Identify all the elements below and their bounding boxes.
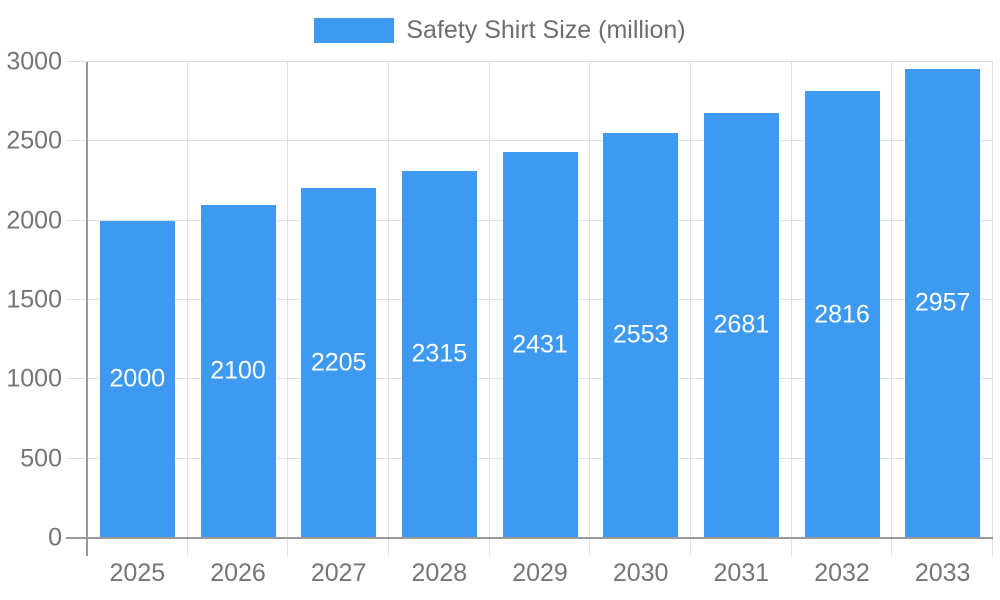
- y-axis-line: [86, 62, 88, 556]
- x-axis-tick-label: 2031: [713, 559, 770, 587]
- legend: Safety Shirt Size (million): [0, 16, 1000, 45]
- y-axis-tick-label: 500: [20, 444, 62, 473]
- bar[interactable]: 2315: [401, 170, 477, 538]
- bar[interactable]: 2553: [603, 132, 679, 538]
- x-gridline: [589, 62, 590, 556]
- legend-swatch: [314, 18, 395, 44]
- bar[interactable]: 2431: [502, 152, 578, 538]
- y-gridline: [66, 61, 993, 62]
- x-axis-tick-label: 2032: [814, 559, 870, 587]
- x-gridline: [992, 62, 993, 556]
- bar[interactable]: 2957: [905, 68, 981, 538]
- plot-area: 2000 2100 2205 2315 2431 2553 2681 2816 2957: [66, 61, 993, 556]
- x-axis-tick-label: 2025: [109, 559, 166, 587]
- bar[interactable]: 2000: [99, 220, 175, 538]
- bar-value-label: 2816: [814, 300, 870, 329]
- legend-item[interactable]: Safety Shirt Size (million): [314, 16, 686, 45]
- x-gridline: [187, 62, 188, 556]
- x-gridline: [791, 62, 792, 556]
- bar-value-label: 2553: [612, 320, 669, 349]
- y-axis-tick-label: 2000: [6, 206, 62, 235]
- x-axis-tick-label: 2033: [914, 559, 971, 587]
- bar[interactable]: 2205: [301, 188, 377, 538]
- x-axis-tick-label: 2026: [210, 559, 266, 587]
- bar-value-label: 2957: [914, 288, 971, 317]
- x-axis-line: [66, 537, 993, 539]
- bar-value-label: 2315: [411, 339, 468, 368]
- x-axis-tick-label: 2029: [512, 559, 568, 587]
- y-axis-tick-label: 0: [48, 523, 62, 552]
- x-gridline: [287, 62, 288, 556]
- x-gridline: [489, 62, 490, 556]
- y-gridline: [66, 140, 993, 142]
- y-axis-tick-label: 1000: [6, 364, 62, 393]
- bar-value-label: 2205: [310, 348, 367, 377]
- bar-value-label: 2100: [210, 356, 266, 385]
- x-gridline: [690, 62, 691, 556]
- legend-label: Safety Shirt Size (million): [406, 16, 686, 44]
- x-axis-tick-label: 2030: [612, 559, 669, 587]
- bar-value-label: 2431: [512, 330, 568, 359]
- x-gridline: [388, 62, 389, 556]
- y-axis-tick-label: 3000: [6, 47, 62, 76]
- x-axis-tick-label: 2028: [411, 559, 468, 587]
- x-axis-tick-label: 2027: [310, 559, 367, 587]
- y-axis-tick-label: 2500: [6, 126, 62, 155]
- bar-value-label: 2000: [109, 364, 166, 393]
- bar[interactable]: 2100: [200, 204, 276, 538]
- bar[interactable]: 2816: [804, 91, 880, 538]
- x-gridline: [891, 62, 892, 556]
- bar-value-label: 2681: [713, 310, 770, 339]
- bar[interactable]: 2681: [703, 112, 779, 538]
- y-axis-tick-label: 1500: [6, 285, 62, 314]
